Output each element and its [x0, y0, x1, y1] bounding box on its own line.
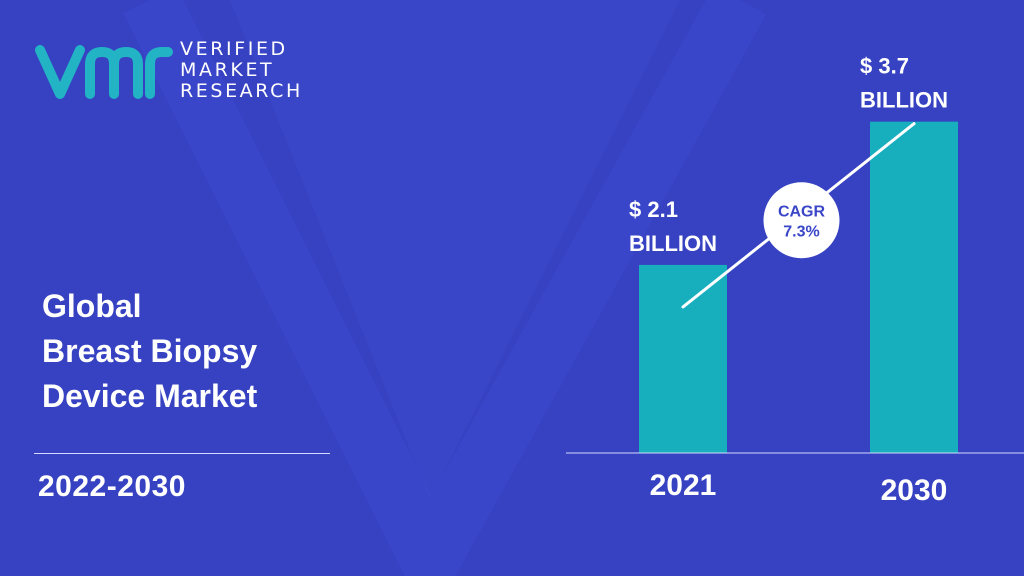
logo-line-market: MARKET — [180, 58, 275, 81]
background-v-stroke — [123, 0, 767, 576]
cagr-badge — [763, 182, 840, 259]
logo-line-research: RESEARCH — [180, 79, 303, 102]
title-line-2: Breast Biopsy — [42, 333, 258, 369]
page-title: Global Breast Biopsy Device Market — [42, 284, 257, 419]
cagr-value: 7.3% — [783, 223, 819, 240]
brand-logo: VERIFIED MARKET RESEARCH — [34, 38, 303, 102]
vmr-logo-icon — [35, 45, 173, 99]
logo-wordmark: VERIFIED MARKET RESEARCH — [180, 37, 303, 102]
title-line-1: Global — [42, 288, 142, 324]
cagr-label: CAGR — [778, 203, 826, 220]
forecast-period: 2022-2030 — [38, 470, 186, 503]
title-line-3: Device Market — [42, 378, 258, 414]
x-tick-label-2030: 2030 — [881, 474, 948, 507]
logo-line-verified: VERIFIED — [180, 37, 288, 60]
value-label-2030-amount: $ 3.7 — [860, 54, 909, 79]
bar-2021 — [639, 264, 727, 453]
value-label-2021-unit: BILLION — [629, 231, 717, 256]
value-label-2030-unit: BILLION — [860, 88, 948, 113]
title-divider — [34, 453, 330, 454]
x-tick-label-2021: 2021 — [650, 469, 717, 502]
value-label-2021-amount: $ 2.1 — [629, 197, 678, 222]
bar-2030 — [870, 121, 958, 454]
